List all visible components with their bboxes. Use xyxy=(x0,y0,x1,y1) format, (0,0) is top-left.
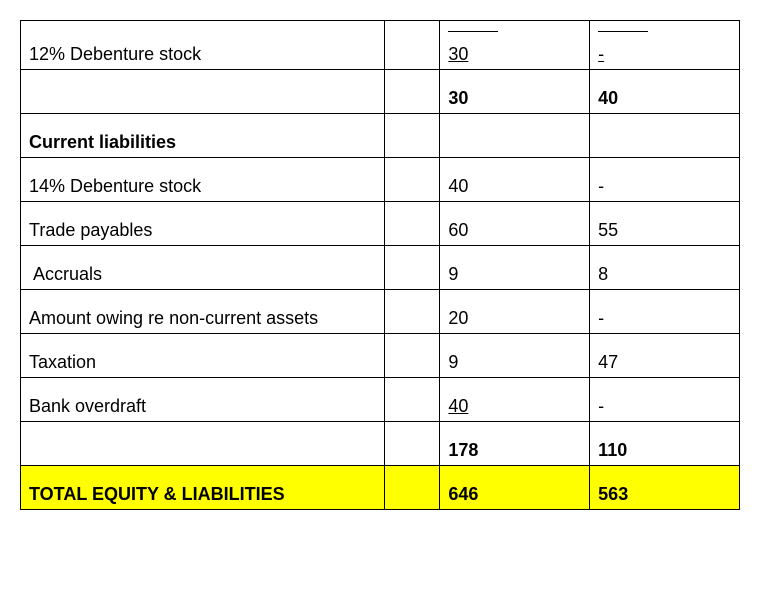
row-label: 14% Debenture stock xyxy=(21,158,385,202)
row-label: TOTAL EQUITY & LIABILITIES xyxy=(21,466,385,510)
value-2-text: - xyxy=(598,44,604,65)
spacer-cell xyxy=(385,378,440,422)
row-label-text: 12% Debenture stock xyxy=(29,44,201,64)
row-label-text: Accruals xyxy=(33,264,102,284)
value-1-text: 9 xyxy=(448,264,458,285)
overline xyxy=(598,31,648,32)
row-label-text: Trade payables xyxy=(29,220,152,240)
overline xyxy=(448,31,498,32)
spacer-cell xyxy=(385,466,440,510)
value-cell-2: 40 xyxy=(590,70,740,114)
spacer-cell xyxy=(385,246,440,290)
spacer-cell xyxy=(385,290,440,334)
value-cell-2: 55 xyxy=(590,202,740,246)
value-cell-2: 563 xyxy=(590,466,740,510)
value-cell-2: 47 xyxy=(590,334,740,378)
value-cell-2: 8 xyxy=(590,246,740,290)
spacer-cell xyxy=(385,422,440,466)
row-label: Taxation xyxy=(21,334,385,378)
table-row: 14% Debenture stock 40 - xyxy=(21,158,740,202)
spacer-cell xyxy=(385,334,440,378)
value-cell-2: - xyxy=(590,21,740,70)
liabilities-table: 12% Debenture stock 30 - 30 40 Current liabil… xyxy=(20,20,740,510)
value-cell-1: 9 xyxy=(440,334,590,378)
row-label xyxy=(21,70,385,114)
value-cell-2 xyxy=(590,114,740,158)
table-body: 12% Debenture stock 30 - 30 40 Current liabil… xyxy=(21,21,740,510)
row-label: 12% Debenture stock xyxy=(21,21,385,70)
value-cell-1: 646 xyxy=(440,466,590,510)
value-1-text: 40 xyxy=(448,176,468,197)
spacer-cell xyxy=(385,21,440,70)
row-label-text: Current liabilities xyxy=(29,132,176,152)
row-label-text: Taxation xyxy=(29,352,96,372)
value-1-text: 30 xyxy=(448,44,468,65)
spacer-cell xyxy=(385,114,440,158)
value-1-text: 646 xyxy=(448,484,478,505)
table-row: 178 110 xyxy=(21,422,740,466)
value-cell-1 xyxy=(440,114,590,158)
value-1-text: 40 xyxy=(448,396,468,417)
row-label-text: 14% Debenture stock xyxy=(29,176,201,196)
value-cell-2: - xyxy=(590,158,740,202)
value-2-text: 110 xyxy=(598,440,627,461)
value-2-text: - xyxy=(598,308,604,329)
value-cell-1: 9 xyxy=(440,246,590,290)
value-cell-1: 40 xyxy=(440,158,590,202)
value-cell-1: 30 xyxy=(440,70,590,114)
table-row: Trade payables 60 55 xyxy=(21,202,740,246)
value-2-text: 563 xyxy=(598,484,628,505)
row-label-text: Bank overdraft xyxy=(29,396,146,416)
value-cell-2: - xyxy=(590,290,740,334)
value-cell-1: 30 xyxy=(440,21,590,70)
value-2-text: 8 xyxy=(598,264,608,285)
row-label xyxy=(21,422,385,466)
spacer-cell xyxy=(385,70,440,114)
value-1-text: 178 xyxy=(448,440,478,461)
value-2-text: - xyxy=(598,176,604,197)
value-2-text: 40 xyxy=(598,88,618,109)
row-label-text: TOTAL EQUITY & LIABILITIES xyxy=(29,484,285,504)
row-label: Trade payables xyxy=(21,202,385,246)
row-label-text: Amount owing re non-current assets xyxy=(29,308,318,328)
row-label: Current liabilities xyxy=(21,114,385,158)
table-row: Accruals 9 8 xyxy=(21,246,740,290)
value-2-text: 55 xyxy=(598,220,618,241)
value-1-text: 60 xyxy=(448,220,468,241)
row-label: Amount owing re non-current assets xyxy=(21,290,385,334)
value-2-text: 47 xyxy=(598,352,618,373)
value-cell-1: 178 xyxy=(440,422,590,466)
spacer-cell xyxy=(385,158,440,202)
table-row: Amount owing re non-current assets 20 - xyxy=(21,290,740,334)
value-1-text: 30 xyxy=(448,88,468,109)
table-row: Taxation 9 47 xyxy=(21,334,740,378)
value-cell-2: 110 xyxy=(590,422,740,466)
row-label: Accruals xyxy=(21,246,385,290)
value-cell-1: 20 xyxy=(440,290,590,334)
value-cell-1: 60 xyxy=(440,202,590,246)
table-row: Bank overdraft 40 - xyxy=(21,378,740,422)
value-1-text: 9 xyxy=(448,352,458,373)
table-row: 30 40 xyxy=(21,70,740,114)
table-row: Current liabilities xyxy=(21,114,740,158)
value-cell-1: 40 xyxy=(440,378,590,422)
value-cell-2: - xyxy=(590,378,740,422)
value-1-text: 20 xyxy=(448,308,468,329)
table-row: TOTAL EQUITY & LIABILITIES 646 563 xyxy=(21,466,740,510)
row-label: Bank overdraft xyxy=(21,378,385,422)
value-2-text: - xyxy=(598,396,604,417)
spacer-cell xyxy=(385,202,440,246)
table-row: 12% Debenture stock 30 - xyxy=(21,21,740,70)
